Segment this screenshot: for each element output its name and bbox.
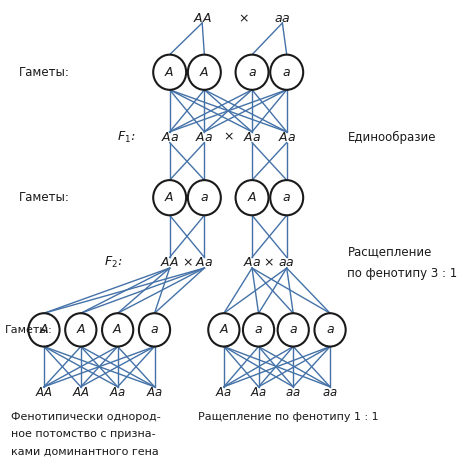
Text: $AA$: $AA$ bbox=[160, 256, 179, 269]
Text: $Aa$: $Aa$ bbox=[250, 386, 267, 399]
Text: $A$: $A$ bbox=[39, 324, 49, 336]
Text: $\times$: $\times$ bbox=[263, 256, 274, 269]
Text: $AA$: $AA$ bbox=[193, 12, 212, 25]
Text: ное потомство с призна-: ное потомство с призна- bbox=[11, 429, 156, 439]
Text: $aa$: $aa$ bbox=[278, 256, 295, 269]
Text: $a$: $a$ bbox=[200, 191, 209, 204]
Text: Гаметы:: Гаметы: bbox=[19, 191, 70, 204]
Ellipse shape bbox=[236, 55, 268, 90]
Text: $A$: $A$ bbox=[199, 66, 210, 79]
Ellipse shape bbox=[102, 313, 133, 347]
Text: Гаметы:: Гаметы: bbox=[5, 325, 53, 335]
Ellipse shape bbox=[153, 55, 186, 90]
Ellipse shape bbox=[278, 313, 309, 347]
Ellipse shape bbox=[208, 313, 239, 347]
Text: $Aa$: $Aa$ bbox=[243, 256, 261, 269]
Text: $Aa$: $Aa$ bbox=[109, 386, 126, 399]
Text: $\times$: $\times$ bbox=[238, 12, 249, 25]
Text: $A$: $A$ bbox=[164, 66, 175, 79]
Ellipse shape bbox=[236, 180, 268, 215]
Text: $AA$: $AA$ bbox=[35, 386, 53, 399]
Text: $a$: $a$ bbox=[254, 324, 263, 336]
Ellipse shape bbox=[139, 313, 170, 347]
Ellipse shape bbox=[188, 55, 221, 90]
Text: по фенотипу 3 : 1: по фенотипу 3 : 1 bbox=[347, 268, 458, 280]
Text: $a$: $a$ bbox=[150, 324, 159, 336]
Ellipse shape bbox=[270, 180, 303, 215]
Text: ками доминантного гена: ками доминантного гена bbox=[11, 446, 159, 456]
Text: $a$: $a$ bbox=[283, 191, 291, 204]
Text: Фенотипически однород-: Фенотипически однород- bbox=[11, 412, 161, 422]
Text: $Aa$: $Aa$ bbox=[161, 131, 179, 144]
Text: Ращепление по фенотипу 1 : 1: Ращепление по фенотипу 1 : 1 bbox=[198, 412, 378, 422]
Ellipse shape bbox=[314, 313, 346, 347]
Text: $aa$: $aa$ bbox=[285, 386, 301, 399]
Text: $A$: $A$ bbox=[76, 324, 86, 336]
Text: $aa$: $aa$ bbox=[322, 386, 338, 399]
Text: Единообразие: Единообразие bbox=[347, 131, 436, 144]
Text: $Aa$: $Aa$ bbox=[195, 131, 213, 144]
Text: Расщепление: Расщепление bbox=[347, 245, 432, 258]
Text: $Aa$: $Aa$ bbox=[278, 131, 296, 144]
Text: $a$: $a$ bbox=[247, 66, 256, 79]
Ellipse shape bbox=[243, 313, 274, 347]
Text: $a$: $a$ bbox=[326, 324, 335, 336]
Text: $Aa$: $Aa$ bbox=[146, 386, 163, 399]
Text: $A$: $A$ bbox=[247, 191, 257, 204]
Text: $Aa$: $Aa$ bbox=[195, 256, 213, 269]
Text: $F_2$:: $F_2$: bbox=[104, 255, 123, 270]
Text: $F_1$:: $F_1$: bbox=[117, 129, 136, 145]
Text: $A$: $A$ bbox=[219, 324, 229, 336]
Ellipse shape bbox=[65, 313, 96, 347]
Text: $\times$: $\times$ bbox=[182, 256, 193, 269]
Text: $Aa$: $Aa$ bbox=[215, 386, 232, 399]
Text: $A$: $A$ bbox=[112, 324, 123, 336]
Text: Гаметы:: Гаметы: bbox=[19, 66, 70, 79]
Text: $\times$: $\times$ bbox=[223, 131, 234, 144]
Text: $a$: $a$ bbox=[283, 66, 291, 79]
Text: $AA$: $AA$ bbox=[72, 386, 90, 399]
Text: $aa$: $aa$ bbox=[274, 12, 291, 25]
Ellipse shape bbox=[270, 55, 303, 90]
Ellipse shape bbox=[153, 180, 186, 215]
Ellipse shape bbox=[28, 313, 60, 347]
Text: $a$: $a$ bbox=[289, 324, 298, 336]
Text: $A$: $A$ bbox=[164, 191, 175, 204]
Text: $Aa$: $Aa$ bbox=[243, 131, 261, 144]
Ellipse shape bbox=[188, 180, 221, 215]
